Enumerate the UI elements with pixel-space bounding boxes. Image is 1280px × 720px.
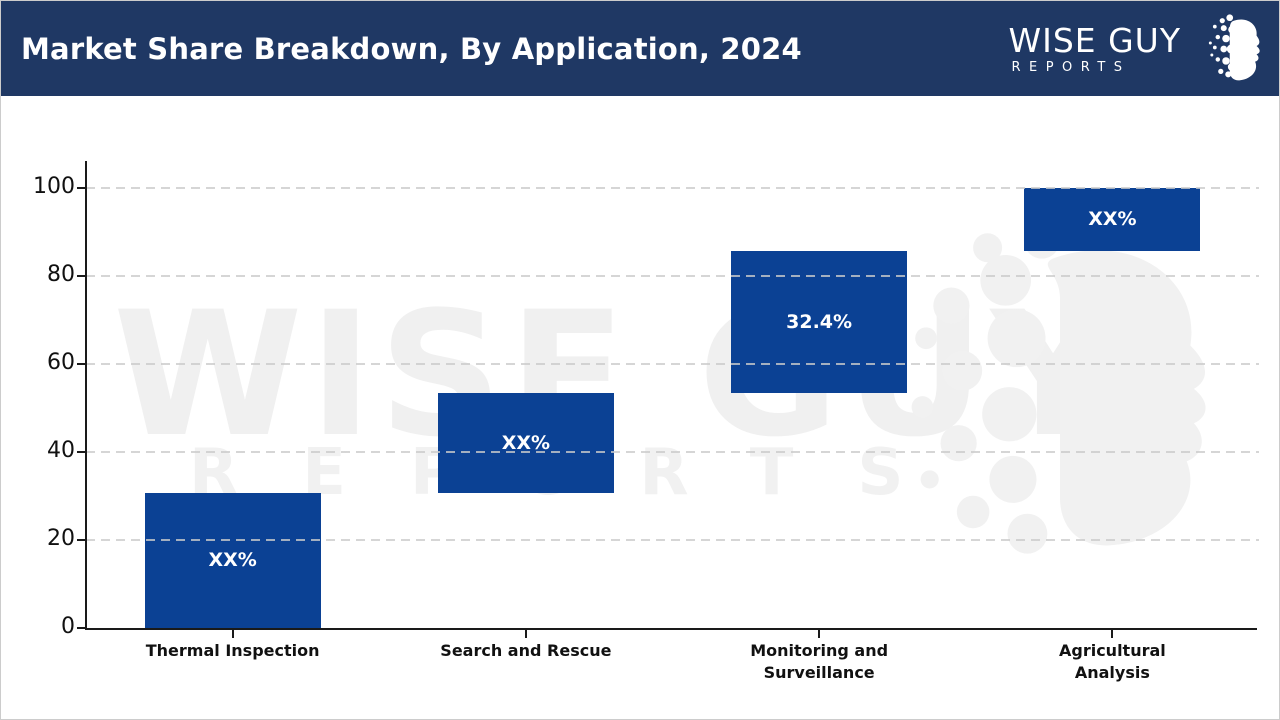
logo-subtitle: REPORTS xyxy=(1011,60,1131,75)
y-tick-label: 100 xyxy=(33,174,75,199)
x-tick-mark xyxy=(231,630,234,638)
logo-wordmark: WISE GUY xyxy=(1008,21,1181,60)
bar-value-label: XX% xyxy=(208,549,257,572)
waterfall-bar: XX% xyxy=(144,492,321,628)
x-tick-mark xyxy=(524,630,527,638)
logo-face-icon xyxy=(1208,14,1260,81)
bar-value-label: XX% xyxy=(501,432,551,455)
waterfall-bar: XX% xyxy=(1024,188,1201,251)
y-tick-label: 0 xyxy=(61,614,75,639)
wiseguy-logo: WISE GUY REPORTS xyxy=(1008,8,1267,90)
x-tick-mark xyxy=(1111,630,1114,638)
y-tick-mark xyxy=(77,187,85,189)
x-tick-mark xyxy=(818,630,821,638)
y-axis-line xyxy=(85,161,87,630)
gridline xyxy=(86,363,1259,365)
x-axis-line xyxy=(85,628,1257,630)
bar-value-label: XX% xyxy=(1088,208,1137,231)
y-tick-label: 60 xyxy=(47,350,75,375)
logo-text: WISE GUY REPORTS xyxy=(1008,24,1181,74)
waterfall-bar: XX% xyxy=(437,393,614,493)
x-axis-label: Search and Rescue xyxy=(440,641,612,660)
y-tick-mark xyxy=(77,451,85,453)
x-axis-label: Monitoring and Surveillance xyxy=(750,641,889,682)
gridline xyxy=(86,275,1259,277)
y-tick-label: 20 xyxy=(47,526,75,551)
waterfall-bar: 32.4% xyxy=(731,250,908,394)
y-tick-label: 40 xyxy=(47,438,75,463)
y-tick-mark xyxy=(77,539,85,541)
y-tick-mark xyxy=(77,275,85,277)
y-tick-mark xyxy=(77,363,85,365)
gridline xyxy=(86,539,1259,541)
gridline xyxy=(86,187,1259,189)
watermark-face-icon xyxy=(911,223,1206,554)
y-tick-mark xyxy=(77,627,85,629)
bar-value-label: 32.4% xyxy=(786,311,853,334)
page-title: Market Share Breakdown, By Application, … xyxy=(21,31,802,66)
header: Market Share Breakdown, By Application, … xyxy=(1,1,1279,96)
x-axis-label: Thermal Inspection xyxy=(145,641,320,660)
gridline xyxy=(86,451,1259,453)
x-axis-label: Agricultural Analysis xyxy=(1058,641,1166,682)
y-tick-label: 80 xyxy=(47,262,75,287)
